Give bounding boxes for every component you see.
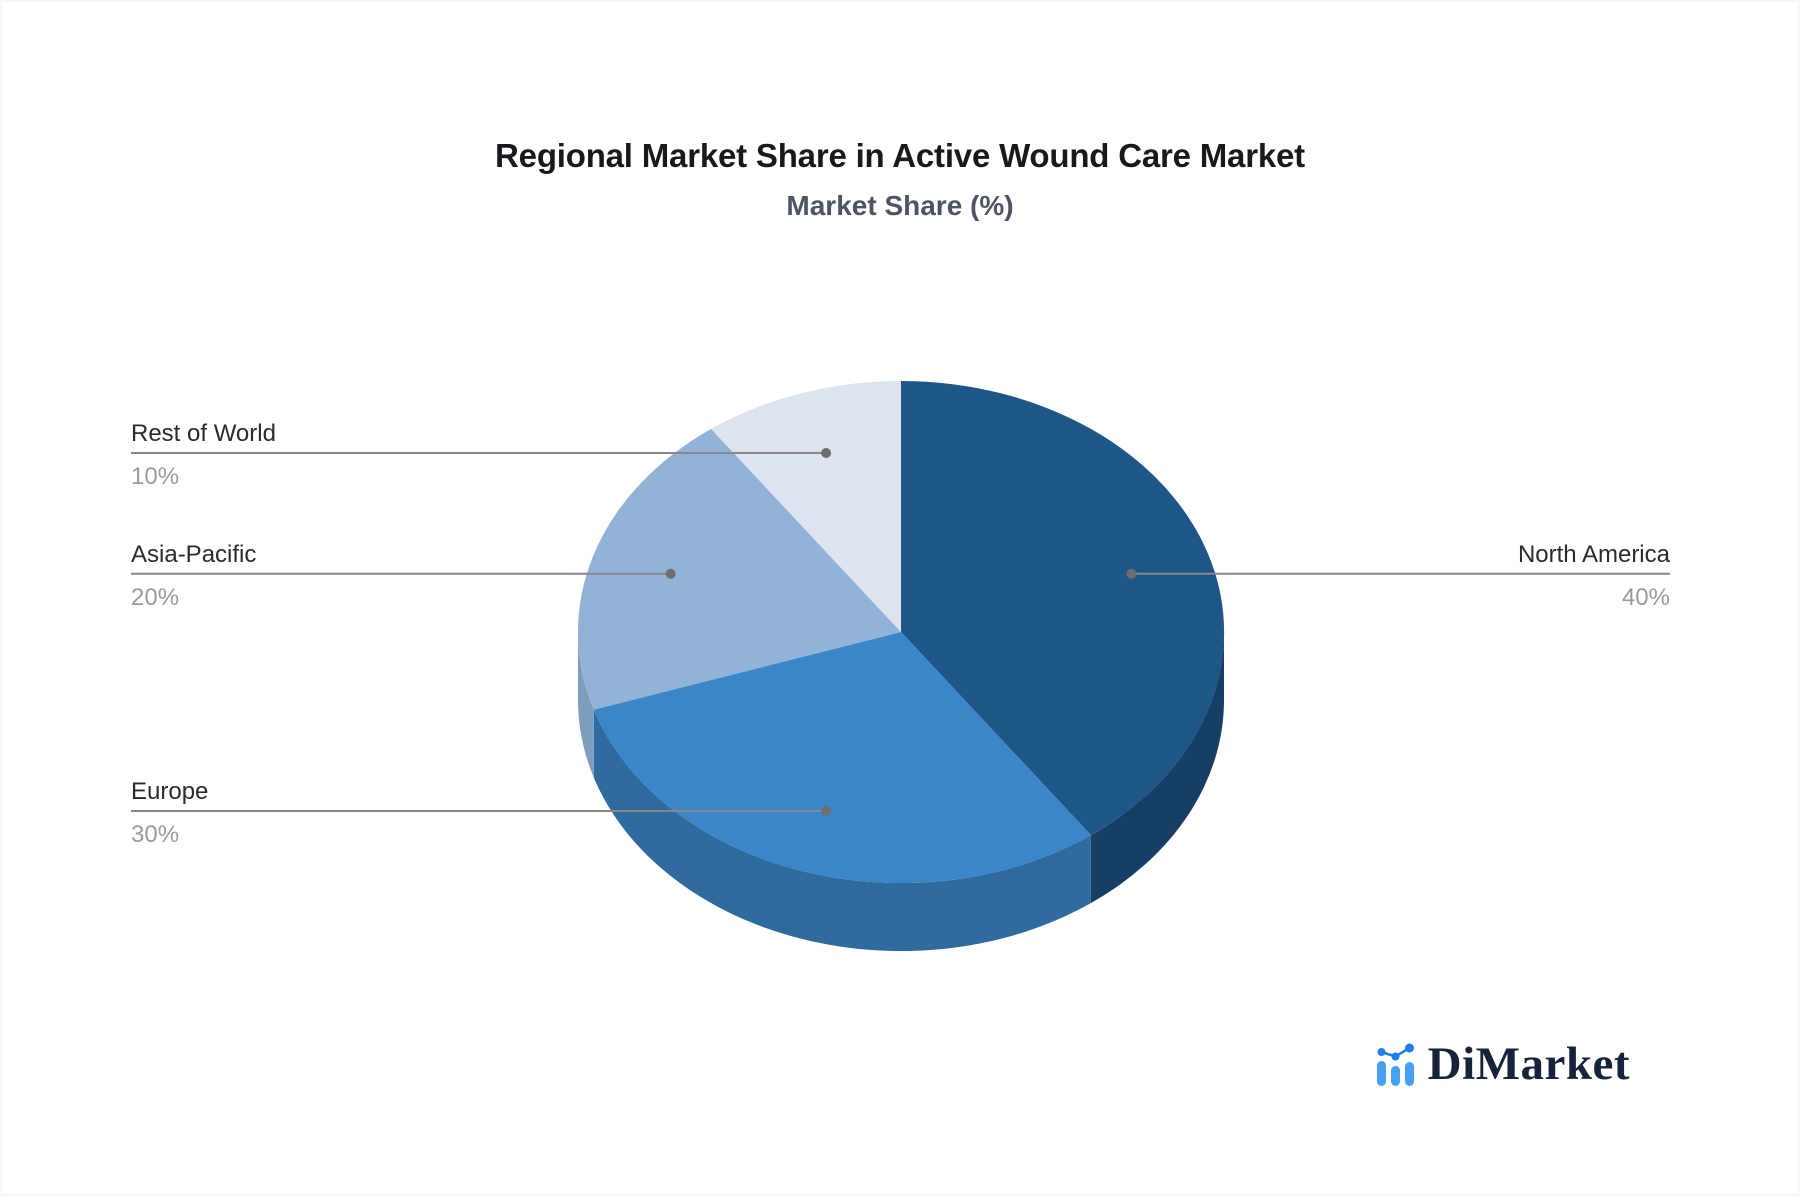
pie-slice-side-asia-pacific: [577, 632, 594, 778]
pie-slice-side-europe: [593, 709, 1091, 952]
leader-dot-rest-of-world: [821, 448, 832, 458]
chart-subtitle: Market Share (%): [786, 190, 1014, 221]
logo-text: DiMarket: [1427, 1037, 1630, 1090]
slice-name: Rest of World: [131, 420, 276, 447]
slice-value: 30%: [131, 821, 180, 848]
chart-title: Regional Market Share in Active Wound Ca…: [495, 137, 1305, 174]
slice-name: Europe: [131, 778, 209, 805]
pie-slice-rest-of-world: [711, 380, 901, 632]
logo: DiMarket: [1376, 1037, 1630, 1090]
leader-dot-north-america: [1126, 568, 1137, 579]
slice-value: 40%: [1621, 584, 1670, 611]
pie-slice-europe: [593, 632, 1091, 884]
bar-chart-trend-icon: [1376, 1043, 1414, 1086]
slice-label-europe: Europe 30%: [131, 778, 208, 848]
pie-slice-asia-pacific: [577, 428, 901, 710]
slice-label-asia-pacific: Asia-Pacific 20%: [131, 541, 256, 611]
slice-value: 20%: [131, 584, 180, 611]
leader-dot-asia-pacific: [665, 568, 676, 579]
leader-dot-europe: [821, 806, 832, 816]
slice-label-rest-of-world: Rest of World 10%: [131, 420, 276, 490]
pie-slice-north-america: [901, 381, 1225, 836]
slice-value: 10%: [131, 463, 180, 490]
pie-slice-side-north-america: [1090, 632, 1224, 904]
slice-name: North America: [1517, 541, 1670, 568]
slice-name: Asia-Pacific: [131, 541, 257, 568]
slice-label-north-america: North America 40%: [1518, 541, 1670, 611]
